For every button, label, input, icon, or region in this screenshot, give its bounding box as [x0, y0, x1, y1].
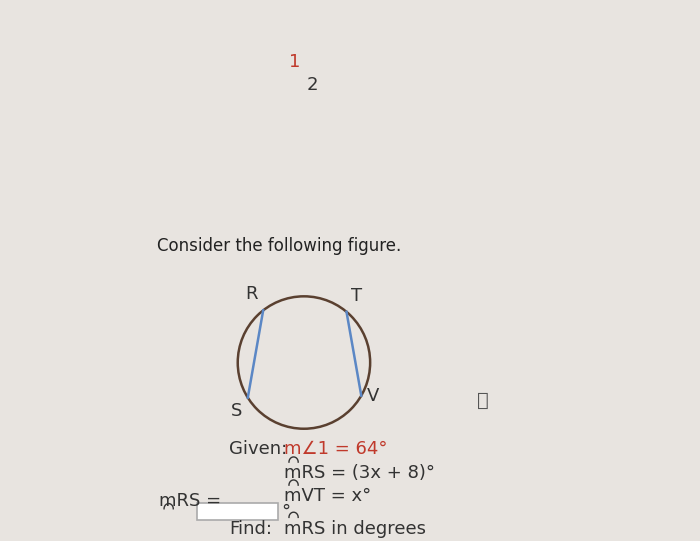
- Text: R: R: [245, 286, 258, 304]
- Bar: [197, 503, 278, 520]
- Text: Given:: Given:: [229, 440, 288, 458]
- Text: Consider the following figure.: Consider the following figure.: [157, 237, 401, 255]
- Text: mVT = x°: mVT = x°: [284, 487, 371, 505]
- Text: T: T: [351, 287, 362, 305]
- Text: °: °: [281, 503, 290, 520]
- Text: 1: 1: [288, 54, 300, 71]
- Text: S: S: [231, 402, 242, 420]
- Text: ⓘ: ⓘ: [477, 391, 489, 410]
- Text: mRS = (3x + 8)°: mRS = (3x + 8)°: [284, 464, 435, 483]
- Text: m∠1 = 64°: m∠1 = 64°: [284, 440, 387, 458]
- Text: 2: 2: [307, 76, 318, 94]
- Text: mRS =: mRS =: [159, 492, 221, 510]
- Text: V: V: [367, 387, 379, 405]
- Text: Find:: Find:: [229, 520, 272, 538]
- Text: mRS in degrees: mRS in degrees: [284, 520, 426, 538]
